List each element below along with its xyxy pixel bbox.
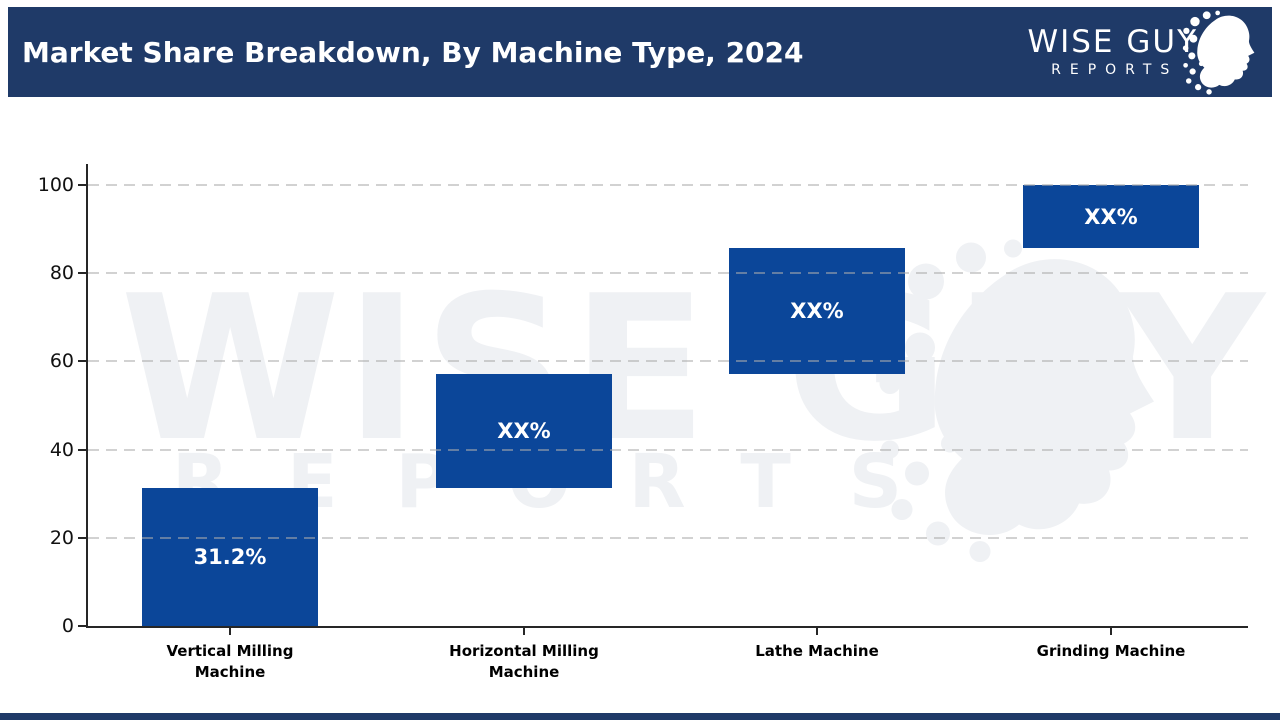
footer-bar	[0, 713, 1280, 720]
category-label: Horizontal Milling Machine	[449, 642, 599, 681]
y-tick-mark	[78, 536, 86, 539]
gridline	[88, 360, 1248, 363]
y-tick-mark	[78, 184, 86, 186]
gridline	[88, 448, 1248, 451]
x-tick-mark	[1110, 628, 1112, 635]
x-tick-mark	[229, 628, 231, 635]
y-tick-label: 0	[61, 615, 74, 637]
gridline	[88, 184, 1248, 186]
y-tick-label: 80	[49, 262, 74, 285]
y-tick-mark	[78, 448, 86, 451]
y-tick-label: 40	[49, 438, 74, 461]
gridline	[88, 272, 1248, 275]
y-tick-mark	[78, 272, 86, 275]
logo-subtext: REPORTS	[1051, 61, 1179, 78]
category-label: Vertical Milling Machine	[166, 642, 294, 681]
y-tick-label: 60	[49, 350, 74, 373]
x-axis-line	[86, 626, 1248, 628]
y-tick-mark	[78, 625, 86, 627]
x-tick-mark	[816, 628, 818, 635]
y-tick-label: 100	[37, 174, 74, 196]
category-label: Lathe Machine	[755, 642, 879, 660]
logo-text-block: WISE GUY REPORTS	[1027, 23, 1198, 78]
bar: 31.2%	[142, 488, 318, 626]
bar-value-label: XX%	[1084, 204, 1138, 229]
bar: XX%	[729, 248, 905, 374]
y-axis-line	[86, 164, 88, 628]
brand-logo: WISE GUY REPORTS	[1027, 9, 1260, 95]
y-tick-label: 20	[49, 526, 74, 549]
bar-value-label: 31.2%	[193, 545, 267, 570]
bar-value-label: XX%	[790, 298, 844, 323]
category-label: Grinding Machine	[1036, 642, 1186, 660]
logo-head-icon	[1180, 9, 1260, 95]
page-title: Market Share Breakdown, By Machine Type,…	[22, 35, 804, 69]
gridline	[88, 536, 1248, 539]
header-bar: Market Share Breakdown, By Machine Type,…	[8, 7, 1272, 97]
x-tick-mark	[523, 628, 525, 635]
bar: XX%	[436, 373, 612, 489]
y-tick-mark	[78, 360, 86, 363]
bar-value-label: XX%	[497, 419, 551, 444]
logo-wordmark: WISE GUY	[1027, 23, 1198, 60]
bar: XX%	[1023, 185, 1199, 249]
